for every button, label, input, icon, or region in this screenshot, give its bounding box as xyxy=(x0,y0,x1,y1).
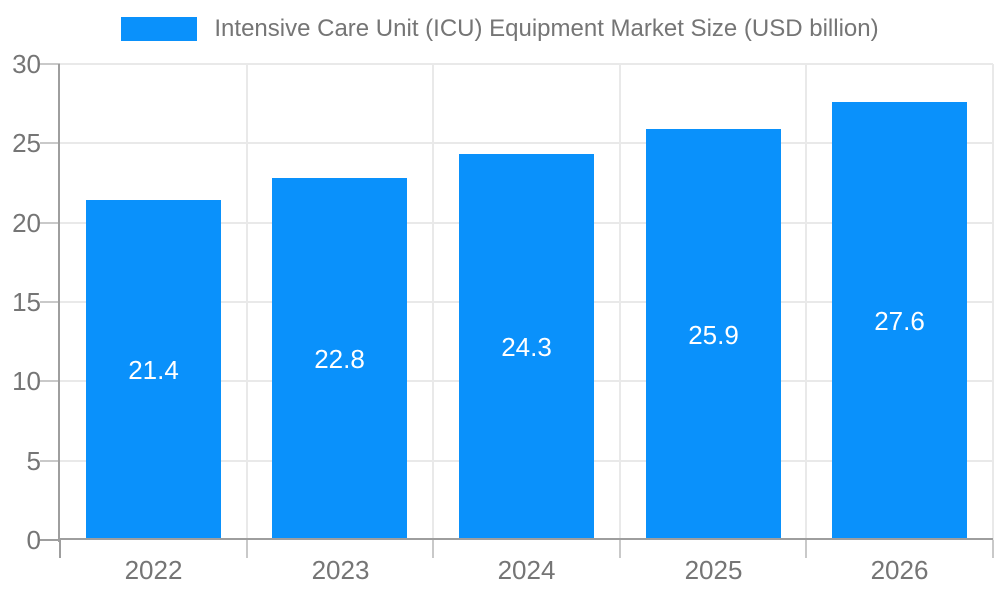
gridline-x-2 xyxy=(432,64,435,540)
x-tick-4 xyxy=(805,540,808,558)
y-tick-0 xyxy=(40,539,60,541)
bar-2025[interactable] xyxy=(646,129,781,540)
gridline-y-30 xyxy=(60,63,993,65)
legend[interactable]: Intensive Care Unit (ICU) Equipment Mark… xyxy=(0,15,1000,43)
gridline-x-5 xyxy=(992,64,994,540)
x-tick-1 xyxy=(245,540,248,558)
x-tick-label: 2023 xyxy=(311,555,370,585)
y-tick-10 xyxy=(40,380,60,383)
x-tick-5 xyxy=(992,540,994,558)
bar-value-label: 24.3 xyxy=(501,332,552,362)
y-tick-label: 10 xyxy=(12,366,41,397)
y-tick-25 xyxy=(40,142,60,145)
gridline-x-3 xyxy=(618,64,621,540)
y-tick-label: 25 xyxy=(12,128,41,159)
y-tick-15 xyxy=(40,301,60,303)
y-tick-30 xyxy=(40,63,60,65)
bar-value-label: 27.6 xyxy=(874,306,925,336)
gridline-x-4 xyxy=(805,64,808,540)
x-tick-label: 2026 xyxy=(870,555,929,585)
bar-2023[interactable] xyxy=(272,178,407,540)
y-tick-20 xyxy=(40,221,60,224)
bar-2026[interactable] xyxy=(832,102,967,540)
y-tick-label: 20 xyxy=(12,207,41,238)
bar-value-label: 22.8 xyxy=(314,344,365,374)
x-tick-label: 2024 xyxy=(497,555,556,585)
y-tick-label: 5 xyxy=(26,445,41,476)
gridline-x-1 xyxy=(245,64,248,540)
gridline-y-25 xyxy=(60,142,993,145)
legend-swatch xyxy=(121,17,198,41)
x-tick-label: 2025 xyxy=(684,555,743,585)
bar-2024[interactable] xyxy=(459,154,594,540)
bar-value-label: 21.4 xyxy=(128,355,179,385)
y-tick-label: 15 xyxy=(12,287,41,317)
x-tick-2 xyxy=(432,540,435,558)
x-tick-3 xyxy=(618,540,621,558)
bar-value-label: 25.9 xyxy=(688,320,739,350)
bar-2022[interactable] xyxy=(86,200,221,540)
legend-label: Intensive Care Unit (ICU) Equipment Mark… xyxy=(214,15,879,42)
x-tick-label: 2022 xyxy=(124,555,183,585)
y-tick-label: 30 xyxy=(12,49,41,79)
y-tick-label: 0 xyxy=(26,525,41,555)
y-tick-5 xyxy=(40,459,60,462)
y-axis-line xyxy=(58,64,60,542)
x-axis-line xyxy=(58,538,993,540)
x-tick-0 xyxy=(59,540,61,558)
